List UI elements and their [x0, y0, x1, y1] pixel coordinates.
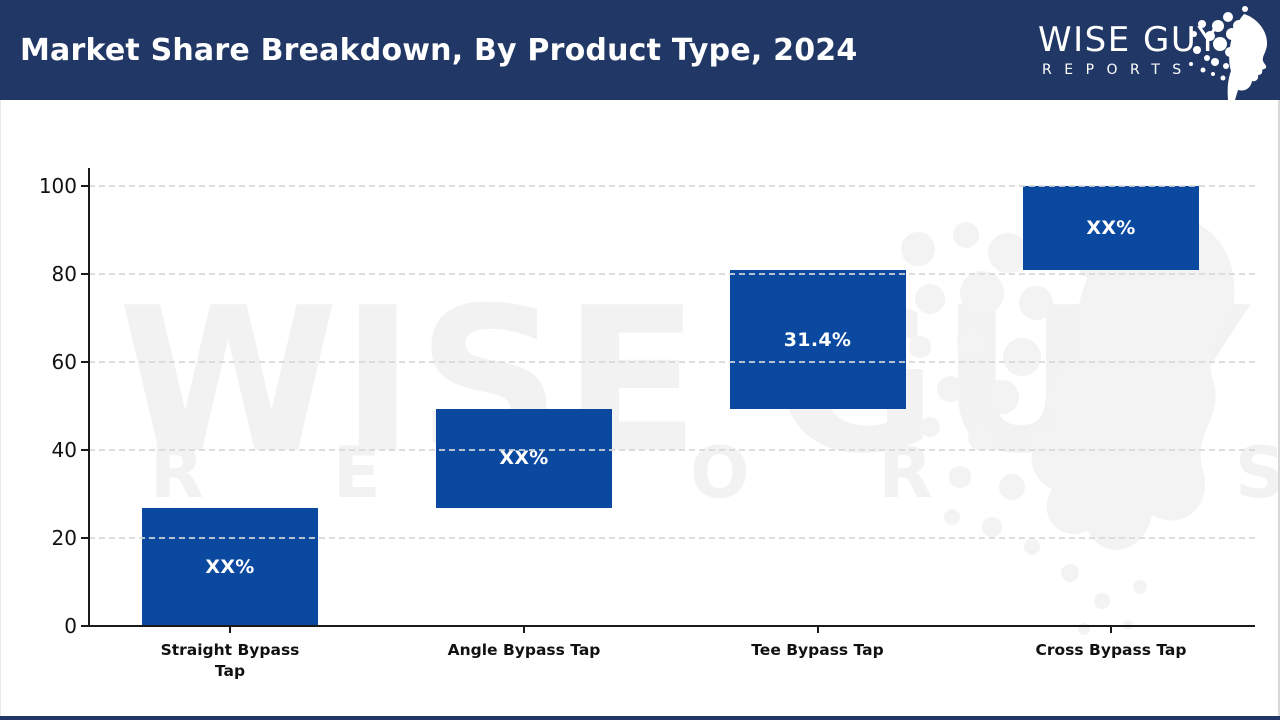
header-banner: Market Share Breakdown, By Product Type,…	[0, 0, 1280, 100]
x-category-label-line: Angle Bypass Tap	[447, 641, 601, 659]
x-axis-tick	[816, 627, 819, 633]
bar-segment: XX%	[436, 408, 612, 509]
gridline	[89, 361, 1255, 363]
y-tick-label: 40	[51, 438, 77, 462]
logo-wordmark: WISE GUY	[1038, 20, 1220, 60]
x-axis-tick	[229, 627, 231, 633]
y-axis-tick	[81, 361, 88, 363]
logo-head-icon	[1189, 6, 1268, 100]
x-axis-tick	[1110, 627, 1112, 633]
bar-value-label: XX%	[499, 447, 549, 470]
bar-value-label: XX%	[205, 556, 255, 579]
x-category-label: Tee Bypass Tap	[708, 640, 928, 661]
y-axis-tick	[81, 625, 88, 627]
bar-segment: 31.4%	[729, 270, 906, 409]
chart-title: Market Share Breakdown, By Product Type,…	[20, 33, 858, 68]
x-category-label-line: Tee Bypass Tap	[751, 641, 884, 659]
y-tick-label: 0	[64, 614, 77, 638]
y-tick-label: 60	[51, 350, 77, 374]
x-axis-line	[87, 625, 1255, 627]
bar-value-label: XX%	[1086, 217, 1136, 240]
x-axis-tick	[523, 627, 525, 633]
left-border	[0, 100, 1, 716]
y-axis-tick	[81, 537, 88, 539]
gridline	[89, 273, 1255, 275]
y-tick-label: 80	[51, 262, 77, 286]
logo-subtext: REPORTS	[1042, 62, 1194, 78]
x-category-label: Angle Bypass Tap	[414, 640, 634, 661]
y-tick-label: 20	[51, 526, 77, 550]
x-category-label-line: Straight Bypass	[160, 641, 300, 659]
watermark-head-dots-icon	[901, 214, 1235, 635]
y-axis-tick	[81, 273, 88, 275]
gridline	[89, 449, 1255, 451]
bar-segment: XX%	[1023, 186, 1199, 271]
x-category-label: Straight Bypass Tap	[120, 640, 340, 682]
bar-value-label: 31.4%	[783, 328, 852, 351]
x-category-label: Cross Bypass Tap	[1001, 640, 1221, 661]
gridline	[89, 185, 1255, 187]
y-axis-tick	[81, 449, 88, 451]
y-tick-label: 100	[38, 174, 77, 198]
x-category-label-line: Cross Bypass Tap	[1035, 641, 1187, 659]
x-category-label-line: Tap	[214, 662, 246, 680]
y-axis-tick	[81, 185, 88, 187]
wise-guy-reports-logo: WISE GUY REPORTS	[1032, 6, 1272, 100]
bottom-accent-bar	[0, 716, 1280, 720]
y-axis-line	[88, 168, 90, 627]
gridline	[89, 537, 1255, 539]
right-border	[1278, 100, 1280, 716]
bar-segment: XX%	[142, 508, 318, 626]
